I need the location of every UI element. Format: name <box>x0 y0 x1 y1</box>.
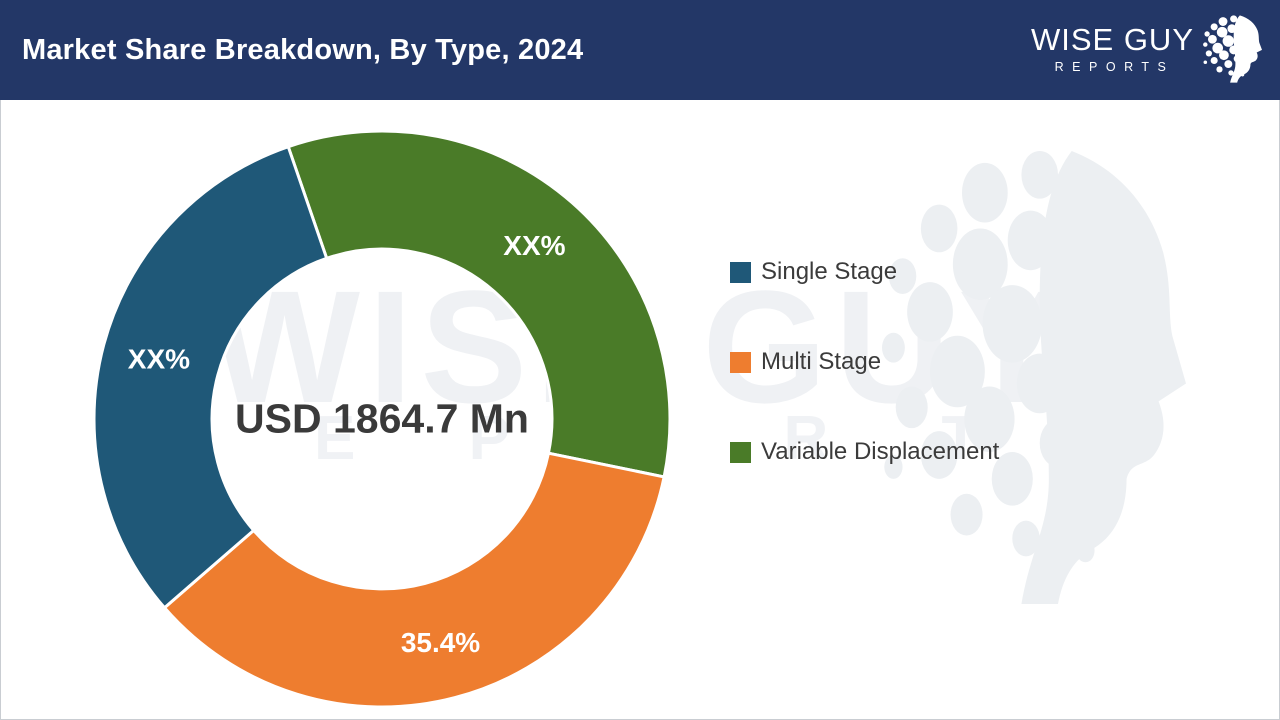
legend-label: Variable Displacement <box>761 438 1000 465</box>
legend-label: Multi Stage <box>761 348 882 375</box>
legend-swatch-multi-stage <box>730 351 751 373</box>
header-bar: Market Share Breakdown, By Type, 2024 WI… <box>0 0 1280 100</box>
segment-percent-label: XX% <box>128 344 190 375</box>
segment-percent-label: 35.4% <box>401 627 480 658</box>
logo-face-icon <box>1203 15 1262 83</box>
wise-guy-logo: WISE GUY REPORTS <box>1031 14 1262 84</box>
legend-swatch-variable-displacement <box>730 441 751 463</box>
donut-segment-multi-stage <box>163 451 666 709</box>
logo-subtitle: REPORTS <box>1054 59 1175 74</box>
segment-percent-label: XX% <box>503 230 565 261</box>
legend-item-single-stage: Single Stage <box>730 258 999 285</box>
donut-svg: XX% 35.4% XX% <box>92 129 672 709</box>
donut-segment-variable-displacement <box>286 129 672 479</box>
center-value-label: USD 1864.7 Mn <box>235 395 529 442</box>
legend-item-multi-stage: Multi Stage <box>730 348 999 375</box>
legend-item-variable-displacement: Variable Displacement <box>730 438 1000 465</box>
legend-label: Single Stage <box>761 258 898 285</box>
legend-swatch-single-stage <box>730 261 751 283</box>
page-title: Market Share Breakdown, By Type, 2024 <box>22 33 584 66</box>
chart-area: WISE GUY R E P O R T S XX%35.4%XX% USD 1… <box>0 100 1280 720</box>
donut-segment-single-stage <box>92 145 329 610</box>
logo-wordmark: WISE GUY <box>1030 22 1194 58</box>
legend: Single Stage Multi Stage Variable Displa… <box>730 258 1000 529</box>
